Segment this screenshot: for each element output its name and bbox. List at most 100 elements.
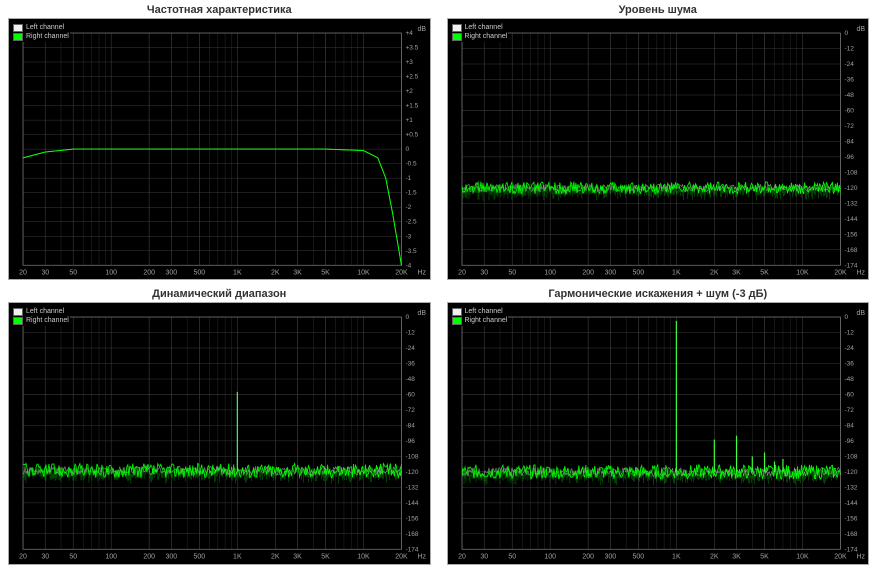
legend-swatch	[13, 308, 23, 316]
chart-title: Частотная характеристика	[8, 4, 431, 16]
svg-text:-36: -36	[405, 361, 415, 368]
legend-item: Right channel	[13, 32, 69, 41]
legend: Left channelRight channel	[12, 22, 70, 42]
svg-text:1K: 1K	[672, 269, 681, 276]
legend-label: Right channel	[465, 32, 508, 41]
svg-text:-120: -120	[844, 469, 857, 476]
svg-text:-60: -60	[844, 392, 854, 399]
svg-text:+2.5: +2.5	[405, 74, 418, 81]
svg-text:-3.5: -3.5	[405, 248, 417, 255]
svg-text:30: 30	[480, 269, 488, 276]
svg-text:-12: -12	[844, 330, 854, 337]
svg-text:100: 100	[105, 269, 117, 276]
svg-text:dB: dB	[417, 26, 426, 33]
svg-text:+0.5: +0.5	[405, 132, 418, 139]
svg-text:1K: 1K	[233, 554, 242, 561]
svg-text:-72: -72	[844, 407, 854, 414]
svg-text:-156: -156	[844, 516, 857, 523]
svg-text:Hz: Hz	[417, 554, 426, 561]
svg-text:+1: +1	[405, 117, 413, 124]
legend: Left channelRight channel	[451, 22, 509, 42]
svg-text:500: 500	[194, 554, 206, 561]
svg-text:200: 200	[582, 269, 594, 276]
svg-text:-24: -24	[844, 345, 854, 352]
svg-text:-96: -96	[844, 438, 854, 445]
svg-text:0: 0	[405, 146, 409, 153]
chart-area: 2030501002003005001K2K3K5K10K20K0-12-24-…	[447, 302, 870, 564]
legend-item: Left channel	[13, 307, 69, 316]
svg-text:3K: 3K	[293, 269, 302, 276]
legend: Left channelRight channel	[12, 306, 70, 326]
svg-text:-132: -132	[844, 485, 857, 492]
legend-item: Left channel	[452, 23, 508, 32]
svg-text:1K: 1K	[672, 554, 681, 561]
legend-item: Left channel	[452, 307, 508, 316]
svg-text:-108: -108	[844, 169, 857, 176]
legend-swatch	[452, 308, 462, 316]
svg-text:2K: 2K	[271, 554, 280, 561]
svg-text:500: 500	[632, 554, 644, 561]
svg-text:-1: -1	[405, 175, 411, 182]
legend-swatch	[13, 24, 23, 32]
chart-area: 2030501002003005001K2K3K5K10K20K+4+3.5+3…	[8, 18, 431, 280]
legend-swatch	[452, 317, 462, 325]
svg-text:-84: -84	[405, 423, 415, 430]
svg-text:2K: 2K	[710, 554, 719, 561]
svg-text:-84: -84	[844, 138, 854, 145]
svg-text:Hz: Hz	[417, 269, 426, 276]
svg-text:20K: 20K	[834, 269, 847, 276]
svg-text:10K: 10K	[796, 554, 809, 561]
svg-text:-24: -24	[844, 61, 854, 68]
chart-svg-noise-level: 2030501002003005001K2K3K5K10K20K0-12-24-…	[448, 19, 869, 279]
svg-text:-36: -36	[844, 76, 854, 83]
svg-text:-132: -132	[844, 200, 857, 207]
svg-text:+4: +4	[405, 30, 413, 37]
svg-text:-144: -144	[844, 500, 857, 507]
svg-text:Hz: Hz	[856, 554, 865, 561]
svg-text:-48: -48	[405, 376, 415, 383]
svg-text:-120: -120	[844, 185, 857, 192]
svg-text:-156: -156	[405, 516, 418, 523]
svg-text:-168: -168	[844, 531, 857, 538]
svg-text:+3: +3	[405, 59, 413, 66]
svg-text:0: 0	[844, 30, 848, 37]
svg-text:100: 100	[544, 269, 556, 276]
panel-thd-noise: Гармонические искажения + шум (-3 дБ) 20…	[447, 288, 870, 564]
svg-text:-60: -60	[844, 107, 854, 114]
svg-text:-174: -174	[405, 547, 418, 554]
legend-item: Right channel	[452, 32, 508, 41]
svg-text:-156: -156	[844, 231, 857, 238]
svg-text:30: 30	[41, 554, 49, 561]
svg-text:500: 500	[194, 269, 206, 276]
svg-text:0: 0	[405, 314, 409, 321]
svg-text:-168: -168	[405, 531, 418, 538]
svg-text:20: 20	[19, 554, 27, 561]
svg-text:dB: dB	[856, 26, 865, 33]
svg-text:dB: dB	[856, 310, 865, 317]
svg-text:20K: 20K	[395, 554, 408, 561]
svg-text:300: 300	[604, 554, 616, 561]
legend-swatch	[452, 24, 462, 32]
svg-text:200: 200	[143, 269, 155, 276]
svg-text:50: 50	[69, 269, 77, 276]
svg-text:3K: 3K	[732, 269, 741, 276]
svg-text:+1.5: +1.5	[405, 103, 418, 110]
legend-label: Left channel	[26, 307, 64, 316]
svg-text:20: 20	[458, 554, 466, 561]
svg-text:-48: -48	[844, 92, 854, 99]
svg-text:-48: -48	[844, 376, 854, 383]
svg-text:200: 200	[582, 554, 594, 561]
svg-text:-72: -72	[844, 123, 854, 130]
svg-text:300: 300	[604, 269, 616, 276]
svg-text:-174: -174	[844, 547, 857, 554]
svg-text:-96: -96	[844, 154, 854, 161]
svg-text:2K: 2K	[271, 269, 280, 276]
svg-text:-0.5: -0.5	[405, 161, 417, 168]
svg-text:5K: 5K	[321, 269, 330, 276]
legend-item: Right channel	[13, 316, 69, 325]
panel-freq-response: Частотная характеристика 203050100200300…	[8, 4, 431, 280]
svg-text:-72: -72	[405, 407, 415, 414]
svg-text:+2: +2	[405, 88, 413, 95]
svg-text:100: 100	[105, 554, 117, 561]
svg-text:-60: -60	[405, 392, 415, 399]
